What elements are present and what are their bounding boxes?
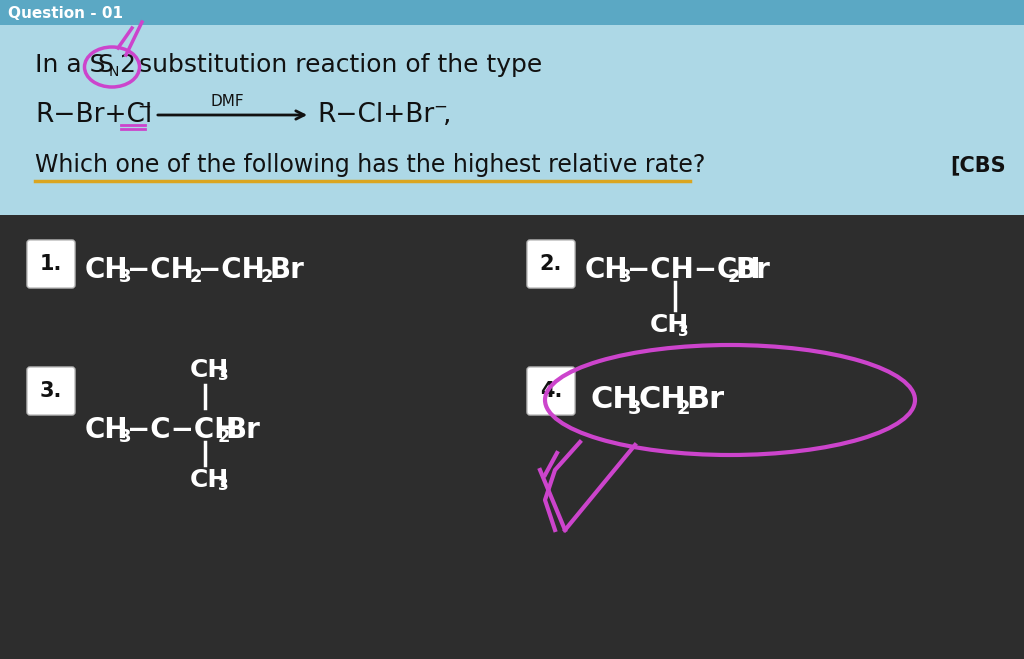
- Text: Br: Br: [736, 256, 771, 284]
- Text: Br: Br: [269, 256, 304, 284]
- Text: 1.: 1.: [40, 254, 62, 274]
- Text: −CH: −CH: [127, 256, 194, 284]
- Text: 3.: 3.: [40, 381, 62, 401]
- Text: 3: 3: [618, 268, 632, 286]
- Text: CH: CH: [85, 416, 128, 444]
- Text: substitution reaction of the type: substitution reaction of the type: [131, 53, 543, 77]
- Text: 3: 3: [678, 324, 688, 339]
- Text: DMF: DMF: [210, 94, 244, 109]
- Bar: [0, 0, 1024, 25]
- Text: −CH−CH: −CH−CH: [627, 256, 761, 284]
- Text: 2: 2: [676, 399, 689, 418]
- Text: 2: 2: [261, 268, 273, 286]
- Text: 2: 2: [119, 53, 135, 77]
- Text: 2: 2: [218, 428, 230, 446]
- FancyBboxPatch shape: [527, 240, 575, 288]
- Text: CH: CH: [585, 256, 629, 284]
- Text: 3: 3: [628, 399, 641, 418]
- Text: 3: 3: [119, 268, 131, 286]
- Text: 2: 2: [190, 268, 203, 286]
- FancyBboxPatch shape: [27, 367, 75, 415]
- Text: −: −: [137, 98, 151, 116]
- Text: Which one of the following has the highest relative rate?: Which one of the following has the highe…: [35, 153, 706, 177]
- Text: Br: Br: [226, 416, 261, 444]
- Text: N: N: [109, 65, 120, 79]
- Text: 4.: 4.: [540, 381, 562, 401]
- FancyBboxPatch shape: [527, 367, 575, 415]
- Text: CH: CH: [190, 358, 229, 382]
- Text: R−Br+Cl: R−Br+Cl: [35, 102, 153, 128]
- Text: 3: 3: [119, 428, 131, 446]
- Bar: [0, 0, 1024, 215]
- Text: 3: 3: [218, 478, 228, 494]
- Text: [CBS: [CBS: [950, 155, 1006, 175]
- Text: −: −: [433, 98, 446, 116]
- Text: ,: ,: [443, 102, 452, 128]
- Text: 2.: 2.: [540, 254, 562, 274]
- Text: CH: CH: [638, 386, 686, 415]
- Text: −CH: −CH: [198, 256, 265, 284]
- Text: 3: 3: [218, 368, 228, 384]
- Text: Br: Br: [686, 386, 724, 415]
- Text: CH: CH: [650, 313, 689, 337]
- Text: Question - 01: Question - 01: [8, 7, 123, 22]
- Text: CH: CH: [190, 468, 229, 492]
- Text: CH: CH: [590, 386, 638, 415]
- Text: CH: CH: [85, 256, 128, 284]
- Text: R−Cl+Br: R−Cl+Br: [317, 102, 434, 128]
- Text: In a S: In a S: [35, 53, 105, 77]
- Text: −C−CH: −C−CH: [127, 416, 238, 444]
- Text: S: S: [97, 53, 113, 77]
- FancyBboxPatch shape: [27, 240, 75, 288]
- Text: 2: 2: [728, 268, 740, 286]
